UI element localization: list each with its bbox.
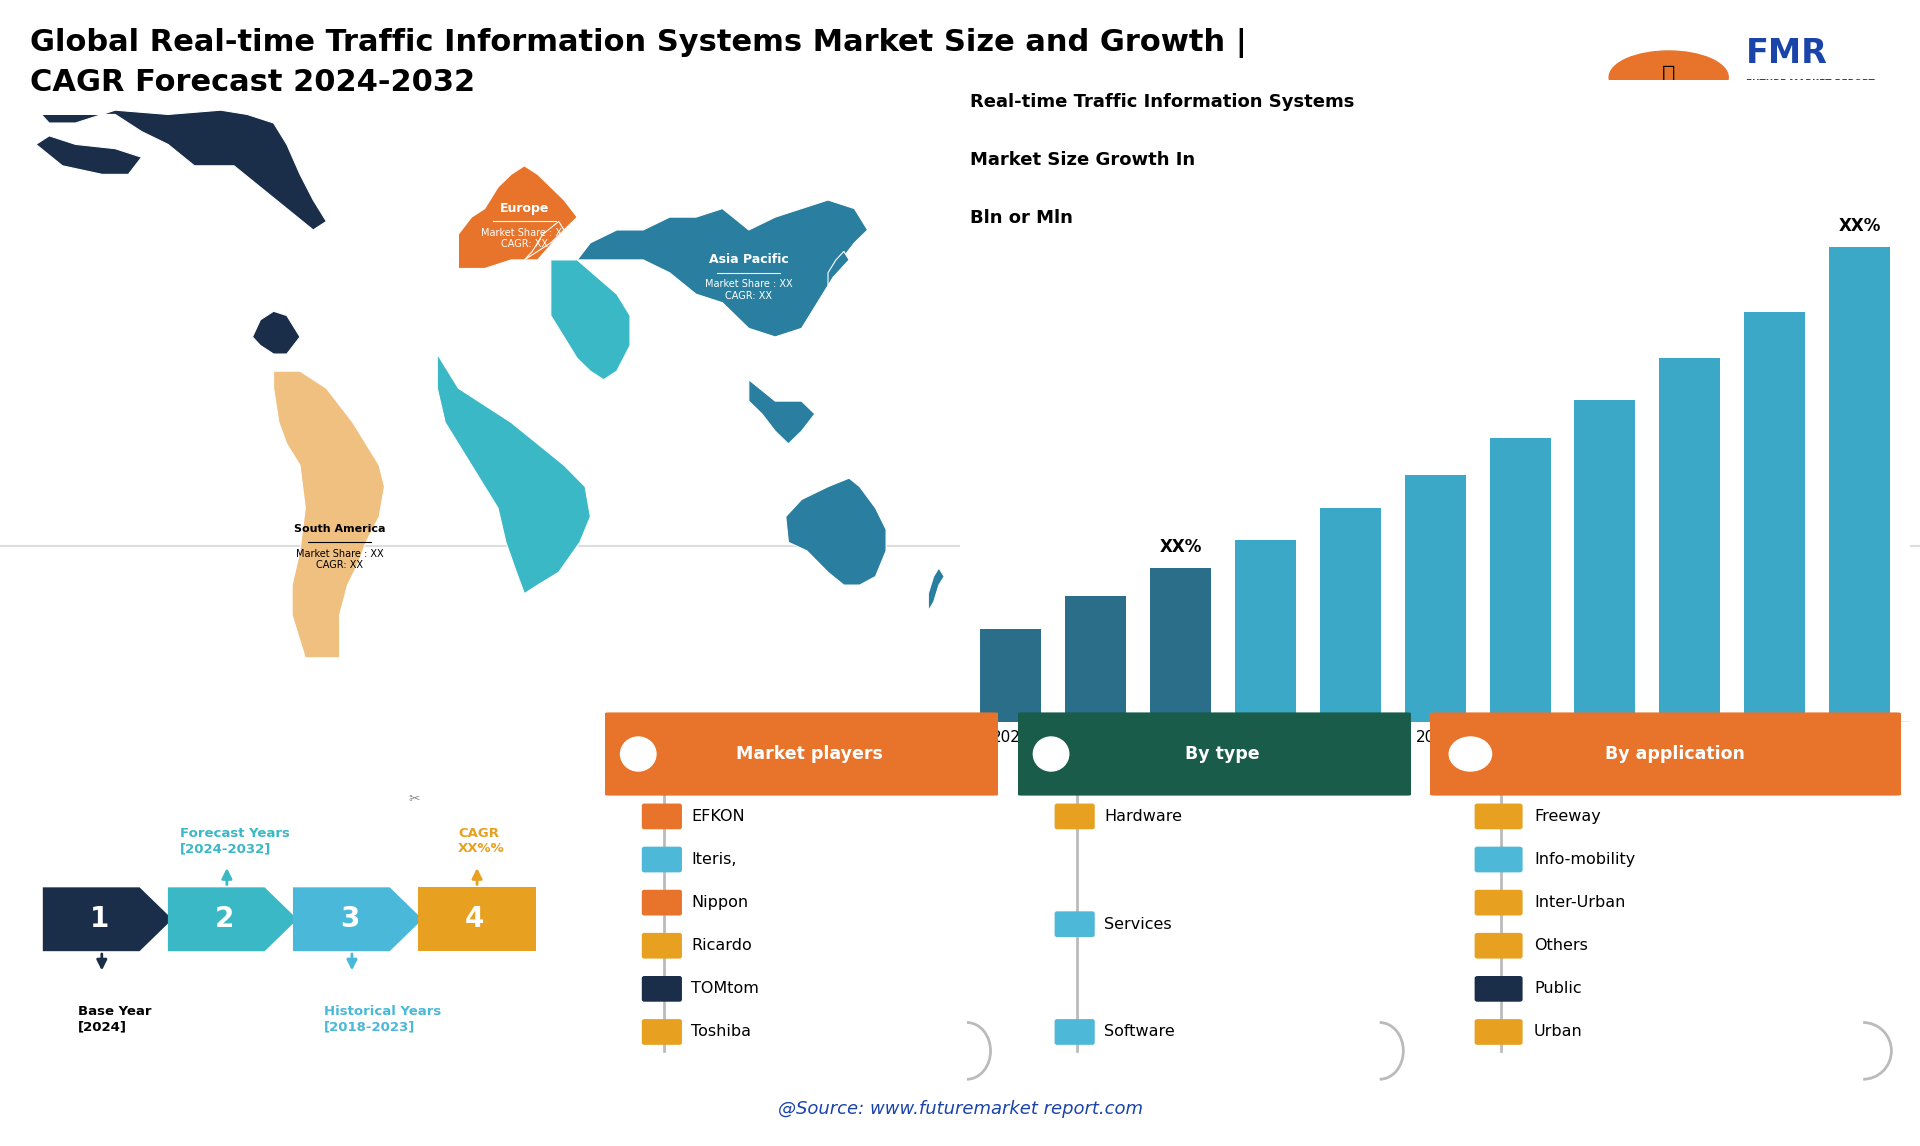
Text: ✂: ✂ (409, 792, 420, 806)
Text: TOMtom: TOMtom (691, 981, 758, 996)
Text: Others: Others (1534, 939, 1588, 953)
Polygon shape (42, 887, 173, 951)
Text: 2: 2 (215, 905, 234, 933)
Text: Hardware: Hardware (1104, 809, 1183, 824)
Text: Toshiba: Toshiba (691, 1025, 751, 1039)
Text: XX%: XX% (1160, 539, 1202, 556)
Text: FMR: FMR (1745, 37, 1828, 70)
Polygon shape (578, 201, 868, 337)
FancyBboxPatch shape (641, 889, 682, 916)
Text: Market Size Growth In: Market Size Growth In (970, 151, 1194, 168)
Polygon shape (40, 110, 326, 230)
Text: Base Year
[2024]: Base Year [2024] (79, 1005, 152, 1034)
Polygon shape (438, 354, 591, 594)
Text: Historical Years
[2018-2023]: Historical Years [2018-2023] (324, 1005, 442, 1034)
FancyBboxPatch shape (1475, 976, 1523, 1002)
Polygon shape (551, 260, 630, 379)
Text: By application: By application (1605, 745, 1745, 763)
Bar (1319, 508, 1380, 722)
FancyBboxPatch shape (1423, 713, 1908, 795)
Polygon shape (294, 887, 422, 951)
FancyBboxPatch shape (641, 803, 682, 830)
Text: Market players: Market players (735, 745, 883, 763)
FancyBboxPatch shape (1475, 1019, 1523, 1045)
Text: North
America: North America (192, 203, 250, 231)
Bar (1830, 246, 1889, 722)
FancyBboxPatch shape (641, 933, 682, 958)
Polygon shape (524, 221, 564, 260)
Polygon shape (828, 251, 849, 285)
Text: Forecast Years
[2024-2032]: Forecast Years [2024-2032] (180, 827, 290, 855)
Bar (1574, 400, 1636, 722)
Polygon shape (785, 478, 887, 586)
Bar (981, 629, 1041, 722)
Text: 1: 1 (90, 905, 109, 933)
Text: By type: By type (1185, 745, 1260, 763)
FancyBboxPatch shape (1054, 911, 1094, 937)
Text: Bln or Mln: Bln or Mln (970, 209, 1073, 227)
Polygon shape (167, 887, 298, 951)
Polygon shape (253, 312, 300, 354)
Text: Services: Services (1104, 917, 1171, 932)
Text: Real-time Traffic Information Systems: Real-time Traffic Information Systems (970, 93, 1354, 111)
Text: CAGR Forecast 2024-2032: CAGR Forecast 2024-2032 (31, 68, 474, 97)
FancyBboxPatch shape (641, 1019, 682, 1045)
FancyBboxPatch shape (1475, 889, 1523, 916)
Bar (1405, 474, 1465, 722)
Text: 3: 3 (340, 905, 359, 933)
Circle shape (620, 737, 657, 771)
Text: MEA: MEA (528, 382, 559, 394)
Text: Global Real-time Traffic Information Systems Market Size and Growth |: Global Real-time Traffic Information Sys… (31, 28, 1246, 58)
Text: Market Share : XX
CAGR: XX: Market Share : XX CAGR: XX (705, 280, 793, 300)
Bar (1659, 359, 1720, 722)
Bar (1743, 312, 1805, 722)
Text: Market Share : XX
CAGR: XX: Market Share : XX CAGR: XX (177, 236, 265, 258)
Text: EFKON: EFKON (691, 809, 745, 824)
Text: South America: South America (294, 525, 386, 534)
FancyBboxPatch shape (1475, 933, 1523, 958)
Text: Europe: Europe (499, 202, 549, 215)
Polygon shape (36, 136, 142, 174)
Text: Market Share : XX
CAGR: XX: Market Share : XX CAGR: XX (499, 408, 588, 429)
Text: Freeway: Freeway (1534, 809, 1601, 824)
Text: Inter-Urban: Inter-Urban (1534, 895, 1624, 910)
Circle shape (1609, 52, 1728, 103)
FancyBboxPatch shape (1054, 1019, 1094, 1045)
Bar (1490, 438, 1551, 722)
Text: Ricardo: Ricardo (691, 939, 753, 953)
Text: Asia Pacific: Asia Pacific (708, 253, 789, 266)
Text: Urban: Urban (1534, 1025, 1582, 1039)
Polygon shape (275, 371, 384, 658)
Text: Market Share : XX
CAGR: XX: Market Share : XX CAGR: XX (480, 228, 568, 250)
Polygon shape (929, 568, 945, 611)
Circle shape (1624, 57, 1713, 97)
Text: Market Share : XX
CAGR: XX: Market Share : XX CAGR: XX (296, 549, 384, 571)
Bar (1066, 596, 1127, 722)
FancyBboxPatch shape (641, 847, 682, 872)
Text: Iteris,: Iteris, (691, 851, 737, 868)
Polygon shape (419, 887, 536, 951)
Bar (1150, 568, 1212, 722)
FancyBboxPatch shape (641, 976, 682, 1002)
Text: 👁: 👁 (1663, 64, 1676, 85)
FancyBboxPatch shape (1012, 713, 1417, 795)
FancyBboxPatch shape (599, 713, 1004, 795)
Text: Software: Software (1104, 1025, 1175, 1039)
Polygon shape (749, 379, 814, 444)
Text: @Source: www.futuremarket report.com: @Source: www.futuremarket report.com (778, 1100, 1142, 1118)
Text: CAGR
XX%%: CAGR XX%% (459, 827, 505, 855)
FancyBboxPatch shape (1475, 847, 1523, 872)
Text: FUTURE MARKET REPORT: FUTURE MARKET REPORT (1745, 79, 1874, 88)
Bar (1235, 540, 1296, 722)
Text: Info-mobility: Info-mobility (1534, 851, 1636, 868)
Circle shape (1450, 737, 1492, 771)
Circle shape (1033, 737, 1069, 771)
Text: 4: 4 (465, 905, 484, 933)
FancyBboxPatch shape (1054, 803, 1094, 830)
Text: Public: Public (1534, 981, 1582, 996)
Text: Nippon: Nippon (691, 895, 749, 910)
Text: XX%: XX% (1837, 217, 1882, 235)
Polygon shape (459, 166, 578, 268)
FancyBboxPatch shape (1475, 803, 1523, 830)
